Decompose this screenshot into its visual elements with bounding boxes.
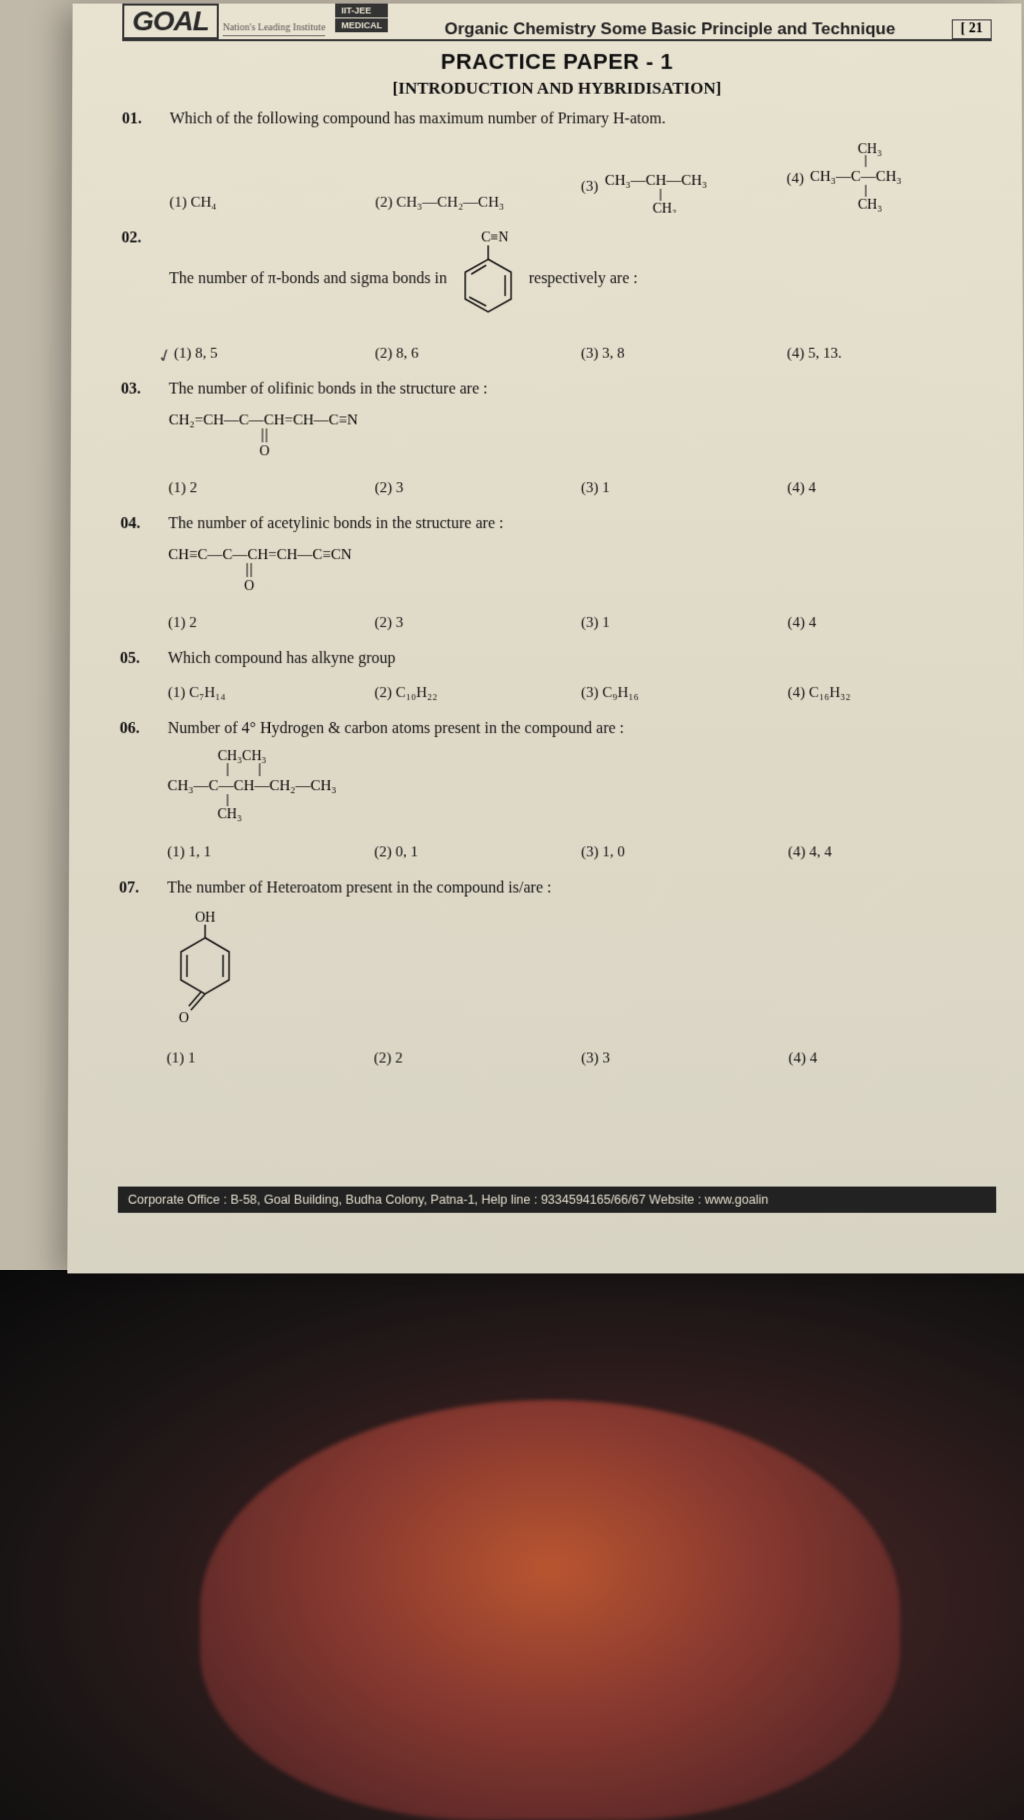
- q7-opt2: (2) 2: [374, 1043, 581, 1073]
- q-number: 01.: [122, 110, 170, 221]
- q-number: 04.: [120, 515, 168, 642]
- page-number-box: [ 21: [952, 19, 992, 39]
- svg-text:CH₃: CH₃: [217, 807, 242, 822]
- q1-opt2: (2) CH₃—CH₂—CH₃: [375, 188, 581, 218]
- svg-text:CH₂=CH—C—CH=CH—C≡N: CH₂=CH—C—CH=CH—C≡N: [169, 412, 358, 428]
- q3-opt2: (2) 3: [375, 473, 581, 503]
- q6-opt3: (3) 1, 0: [581, 837, 788, 867]
- q3-opt1: (1) 2: [168, 473, 374, 503]
- q6-opt1: (1) 1, 1: [167, 837, 374, 867]
- q7-structure: OH O: [167, 908, 996, 1034]
- q7-opt4: (4) 4: [788, 1043, 995, 1073]
- svg-text:C≡N: C≡N: [481, 230, 508, 245]
- question-01: 01. Which of the following compound has …: [122, 110, 993, 221]
- q4-opt2: (2) 3: [374, 608, 581, 638]
- footer-bar: Corporate Office : B-58, Goal Building, …: [118, 1187, 996, 1213]
- svg-text:CH₃: CH₃: [652, 202, 676, 213]
- question-02: 02. The number of π-bonds and sigma bond…: [121, 230, 993, 373]
- subject-title: Organic Chemistry Some Basic Principle a…: [388, 19, 952, 39]
- question-07: 07. The number of Heteroatom present in …: [118, 879, 995, 1077]
- q4-structure: CH≡C—C—CH=CH—C≡CN O: [168, 543, 994, 598]
- svg-text:CH₃: CH₃: [858, 198, 882, 213]
- q2-opt4: (4) 5, 13.: [787, 339, 993, 369]
- question-04: 04. The number of acetylinic bonds in th…: [120, 515, 994, 642]
- question-06: 06. Number of 4° Hydrogen & carbon atoms…: [119, 720, 995, 871]
- q5-opt4: (4) C₁₆H₃₂: [788, 678, 995, 708]
- q4-opt4: (4) 4: [787, 608, 994, 638]
- logo-area: GOAL Nation's Leading Institute IIT-JEE …: [122, 4, 388, 40]
- header-row: GOAL Nation's Leading Institute IIT-JEE …: [122, 4, 991, 42]
- q-text: The number of acetylinic bonds in the st…: [168, 515, 993, 533]
- q-text: Number of 4° Hydrogen & carbon atoms pre…: [168, 720, 995, 738]
- question-05: 05. Which compound has alkyne group (1) …: [120, 650, 995, 712]
- q7-opt1: (1) 1: [167, 1043, 374, 1073]
- q3-opt4: (4) 4: [787, 473, 993, 503]
- q-text: The number of Heteroatom present in the …: [167, 879, 995, 897]
- q-number: 06.: [119, 720, 168, 871]
- svg-text:O: O: [244, 579, 254, 593]
- q-number: 05.: [120, 650, 168, 712]
- q-text: The number of π-bonds and sigma bonds in…: [169, 230, 638, 329]
- benzonitrile-struct: C≡N: [453, 230, 523, 329]
- q-text: Which of the following compound has maxi…: [170, 110, 992, 128]
- question-03: 03. The number of olifinic bonds in the …: [120, 381, 993, 508]
- q5-opt3: (3) C₉H₁₆: [581, 678, 788, 708]
- q1-opt1: (1) CH₄: [169, 188, 375, 218]
- worksheet-page: GOAL Nation's Leading Institute IIT-JEE …: [67, 4, 1024, 1274]
- q-text: Which compound has alkyne group: [168, 650, 994, 668]
- q3-structure: CH₂=CH—C—CH=CH—C≡N O: [169, 408, 994, 463]
- q1-opt4: (4) CH₃ CH₃—C—CH₃ CH₃: [786, 141, 992, 217]
- q1-opt3: (3) CH₃—CH—CH₃ CH₃: [581, 157, 787, 218]
- svg-text:O: O: [259, 444, 269, 458]
- svg-text:CH₃—C—CH₃: CH₃—C—CH₃: [810, 169, 902, 185]
- q6-opt2: (2) 0, 1: [374, 837, 581, 867]
- q-number: 03.: [120, 381, 168, 508]
- paper-subtitle: [INTRODUCTION AND HYBRIDISATION]: [122, 79, 992, 99]
- q2-opt1: ✓(1) 8, 5: [169, 339, 375, 369]
- tag-iitjee: IIT-JEE: [335, 4, 388, 18]
- q6-opt4: (4) 4, 4: [788, 837, 995, 867]
- svg-text:O: O: [179, 1011, 189, 1026]
- svg-text:CH₃—C—CH—CH₂—CH₃: CH₃—C—CH—CH₂—CH₃: [167, 778, 336, 794]
- logo-tags: IIT-JEE MEDICAL: [335, 4, 388, 33]
- svg-text:CH₃CH₃: CH₃CH₃: [218, 749, 267, 764]
- q7-opt3: (3) 3: [581, 1043, 788, 1073]
- svg-text:CH₃: CH₃: [858, 142, 882, 157]
- q3-opt3: (3) 1: [581, 473, 787, 503]
- svg-text:OH: OH: [195, 911, 215, 926]
- isobutane-struct: CH₃—CH—CH₃ CH₃: [604, 157, 714, 218]
- q-text: The number of olifinic bonds in the stru…: [169, 381, 993, 399]
- brand-logo: GOAL: [122, 4, 218, 40]
- q6-structure: CH₃CH₃ CH₃—C—CH—CH₂—CH₃ CH₃: [167, 748, 994, 827]
- svg-text:CH₃—CH—CH₃: CH₃—CH—CH₃: [604, 173, 706, 189]
- brand-tagline: Nation's Leading Institute: [223, 22, 326, 36]
- q4-opt1: (1) 2: [168, 608, 375, 638]
- paper-title: PRACTICE PAPER - 1: [122, 49, 992, 75]
- q5-opt2: (2) C₁₀H₂₂: [374, 678, 581, 708]
- fabric-background: [200, 1400, 900, 1820]
- q4-opt3: (3) 1: [581, 608, 788, 638]
- q2-opt2: (2) 8, 6: [375, 339, 581, 369]
- q-number: 07.: [118, 879, 167, 1077]
- q5-opt1: (1) C₇H₁₄: [168, 678, 375, 708]
- neopentane-struct: CH₃ CH₃—C—CH₃ CH₃: [810, 141, 920, 217]
- tag-medical: MEDICAL: [335, 18, 388, 32]
- svg-text:CH≡C—C—CH=CH—C≡CN: CH≡C—C—CH=CH—C≡CN: [168, 547, 352, 563]
- q2-opt3: (3) 3, 8: [581, 339, 787, 369]
